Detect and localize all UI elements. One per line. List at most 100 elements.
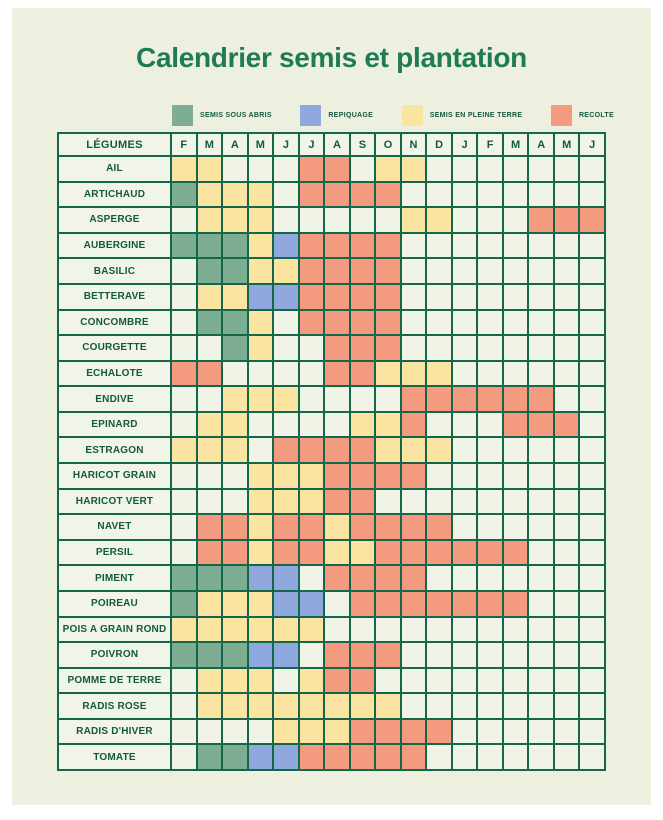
cell-courgette-5	[299, 336, 324, 360]
cell-pois-a-grain-rond-5	[299, 617, 324, 642]
cell-endive-7	[350, 387, 375, 411]
cell-radis-d-hiver-4	[274, 719, 298, 744]
cell-navet-3	[248, 515, 273, 539]
cell-aubergine-14	[529, 233, 553, 258]
cell-haricot-grain-8	[376, 464, 400, 488]
cell-piment-15	[554, 566, 579, 590]
cell-poireau-5	[299, 591, 324, 616]
cell-haricot-vert-12	[478, 489, 502, 514]
cell-basilic-1	[197, 259, 222, 283]
cell-persil-6	[325, 540, 349, 565]
cell-concombre-8	[376, 310, 400, 335]
cell-poivron-6	[325, 643, 349, 667]
cell-tomate-16	[580, 745, 604, 769]
cell-concombre-15	[554, 310, 579, 335]
cell-concombre-16	[580, 310, 604, 335]
cell-estragon-3	[248, 438, 273, 462]
cell-endive-13	[503, 387, 528, 411]
cell-poivron-4	[274, 643, 298, 667]
cell-piment-2	[223, 566, 247, 590]
row-label-aubergine: AUBERGINE	[59, 233, 170, 258]
cell-concombre-2	[223, 310, 247, 335]
calendar-canvas: Calendrier semis et plantation SEMIS SOU…	[12, 8, 651, 805]
cell-radis-d-hiver-3	[248, 719, 273, 744]
cell-asperge-6	[325, 208, 349, 232]
cell-epinard-16	[580, 412, 604, 437]
cell-radis-rose-11	[452, 694, 477, 718]
cell-pois-a-grain-rond-8	[376, 617, 400, 642]
cell-piment-12	[478, 566, 502, 590]
cell-persil-3	[248, 540, 273, 565]
cell-artichaud-2	[223, 182, 247, 207]
cell-ail-10	[427, 157, 451, 181]
cell-pois-a-grain-rond-13	[503, 617, 528, 642]
cell-basilic-2	[223, 259, 247, 283]
header-month-16: J	[580, 134, 604, 155]
cell-radis-rose-6	[325, 694, 349, 718]
legend-swatch-salmon	[550, 104, 572, 126]
cell-radis-d-hiver-13	[503, 719, 528, 744]
cell-navet-14	[529, 515, 553, 539]
cell-courgette-7	[350, 336, 375, 360]
cell-poivron-7	[350, 643, 375, 667]
header-month-14: A	[529, 134, 553, 155]
cell-epinard-4	[274, 412, 298, 437]
row-label-basilic: BASILIC	[59, 259, 170, 283]
cell-echalote-3	[248, 361, 273, 386]
cell-haricot-grain-1	[197, 464, 222, 488]
cell-concombre-5	[299, 310, 324, 335]
cell-aubergine-16	[580, 233, 604, 258]
cell-betterave-3	[248, 284, 273, 309]
cell-echalote-6	[325, 361, 349, 386]
header-month-9: N	[401, 134, 426, 155]
cell-artichaud-7	[350, 182, 375, 207]
cell-asperge-9	[401, 208, 426, 232]
cell-navet-1	[197, 515, 222, 539]
cell-asperge-0	[172, 208, 196, 232]
cell-basilic-15	[554, 259, 579, 283]
header-month-5: J	[299, 134, 324, 155]
cell-poivron-14	[529, 643, 553, 667]
cell-piment-4	[274, 566, 298, 590]
cell-estragon-5	[299, 438, 324, 462]
cell-tomate-11	[452, 745, 477, 769]
legend-swatch-green	[172, 104, 193, 126]
legend-item-repiquage: REPIQUAGE	[300, 104, 373, 126]
cell-navet-11	[452, 515, 477, 539]
cell-haricot-vert-9	[401, 489, 426, 514]
cell-haricot-vert-3	[248, 489, 273, 514]
cell-betterave-15	[554, 284, 579, 309]
cell-poireau-3	[248, 591, 273, 616]
cell-betterave-7	[350, 284, 375, 309]
cell-artichaud-0	[172, 182, 196, 207]
cell-ail-9	[401, 157, 426, 181]
cell-ail-4	[274, 157, 298, 181]
cell-basilic-11	[452, 259, 477, 283]
cell-concombre-3	[248, 310, 273, 335]
cell-courgette-8	[376, 336, 400, 360]
cell-artichaud-1	[197, 182, 222, 207]
cell-estragon-9	[401, 438, 426, 462]
cell-asperge-16	[580, 208, 604, 232]
cell-concombre-0	[172, 310, 196, 335]
cell-poireau-6	[325, 591, 349, 616]
row-label-pois-a-grain-rond: POIS A GRAIN ROND	[59, 617, 170, 642]
cell-haricot-grain-15	[554, 464, 579, 488]
cell-piment-0	[172, 566, 196, 590]
cell-concombre-6	[325, 310, 349, 335]
cell-ail-11	[452, 157, 477, 181]
cell-haricot-vert-15	[554, 489, 579, 514]
cell-courgette-11	[452, 336, 477, 360]
cell-poireau-13	[503, 591, 528, 616]
row-label-asperge: ASPERGE	[59, 208, 170, 232]
cell-endive-11	[452, 387, 477, 411]
cell-radis-d-hiver-12	[478, 719, 502, 744]
cell-radis-rose-8	[376, 694, 400, 718]
cell-poivron-11	[452, 643, 477, 667]
cell-piment-9	[401, 566, 426, 590]
header-month-4: J	[274, 134, 298, 155]
cell-persil-13	[503, 540, 528, 565]
cell-betterave-14	[529, 284, 553, 309]
cell-epinard-10	[427, 412, 451, 437]
cell-haricot-vert-11	[452, 489, 477, 514]
